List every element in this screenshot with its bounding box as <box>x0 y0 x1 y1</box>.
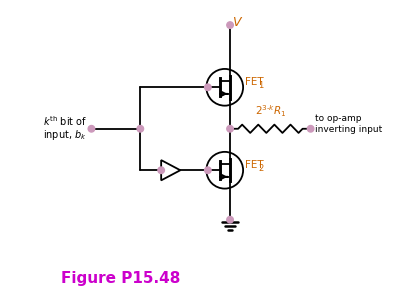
Text: FET: FET <box>246 160 264 170</box>
Circle shape <box>307 126 314 132</box>
Text: $V$: $V$ <box>233 16 244 29</box>
Circle shape <box>227 22 233 28</box>
Text: FET: FET <box>246 77 264 87</box>
Text: 2: 2 <box>259 164 264 173</box>
Circle shape <box>204 84 211 91</box>
Circle shape <box>88 126 95 132</box>
Text: Figure P15.48: Figure P15.48 <box>61 271 181 286</box>
Circle shape <box>204 167 211 173</box>
Text: to op-amp: to op-amp <box>315 115 361 123</box>
Text: inverting input: inverting input <box>315 125 382 134</box>
Circle shape <box>227 216 233 223</box>
Text: $k^{\rm th}$ bit of: $k^{\rm th}$ bit of <box>43 115 87 128</box>
Text: 1: 1 <box>259 81 264 90</box>
Circle shape <box>137 126 144 132</box>
Text: $2^{3\text{-}k}R_1$: $2^{3\text{-}k}R_1$ <box>255 104 286 119</box>
Circle shape <box>158 167 164 173</box>
Text: input, $b_k$: input, $b_k$ <box>43 128 87 142</box>
Circle shape <box>227 126 233 132</box>
